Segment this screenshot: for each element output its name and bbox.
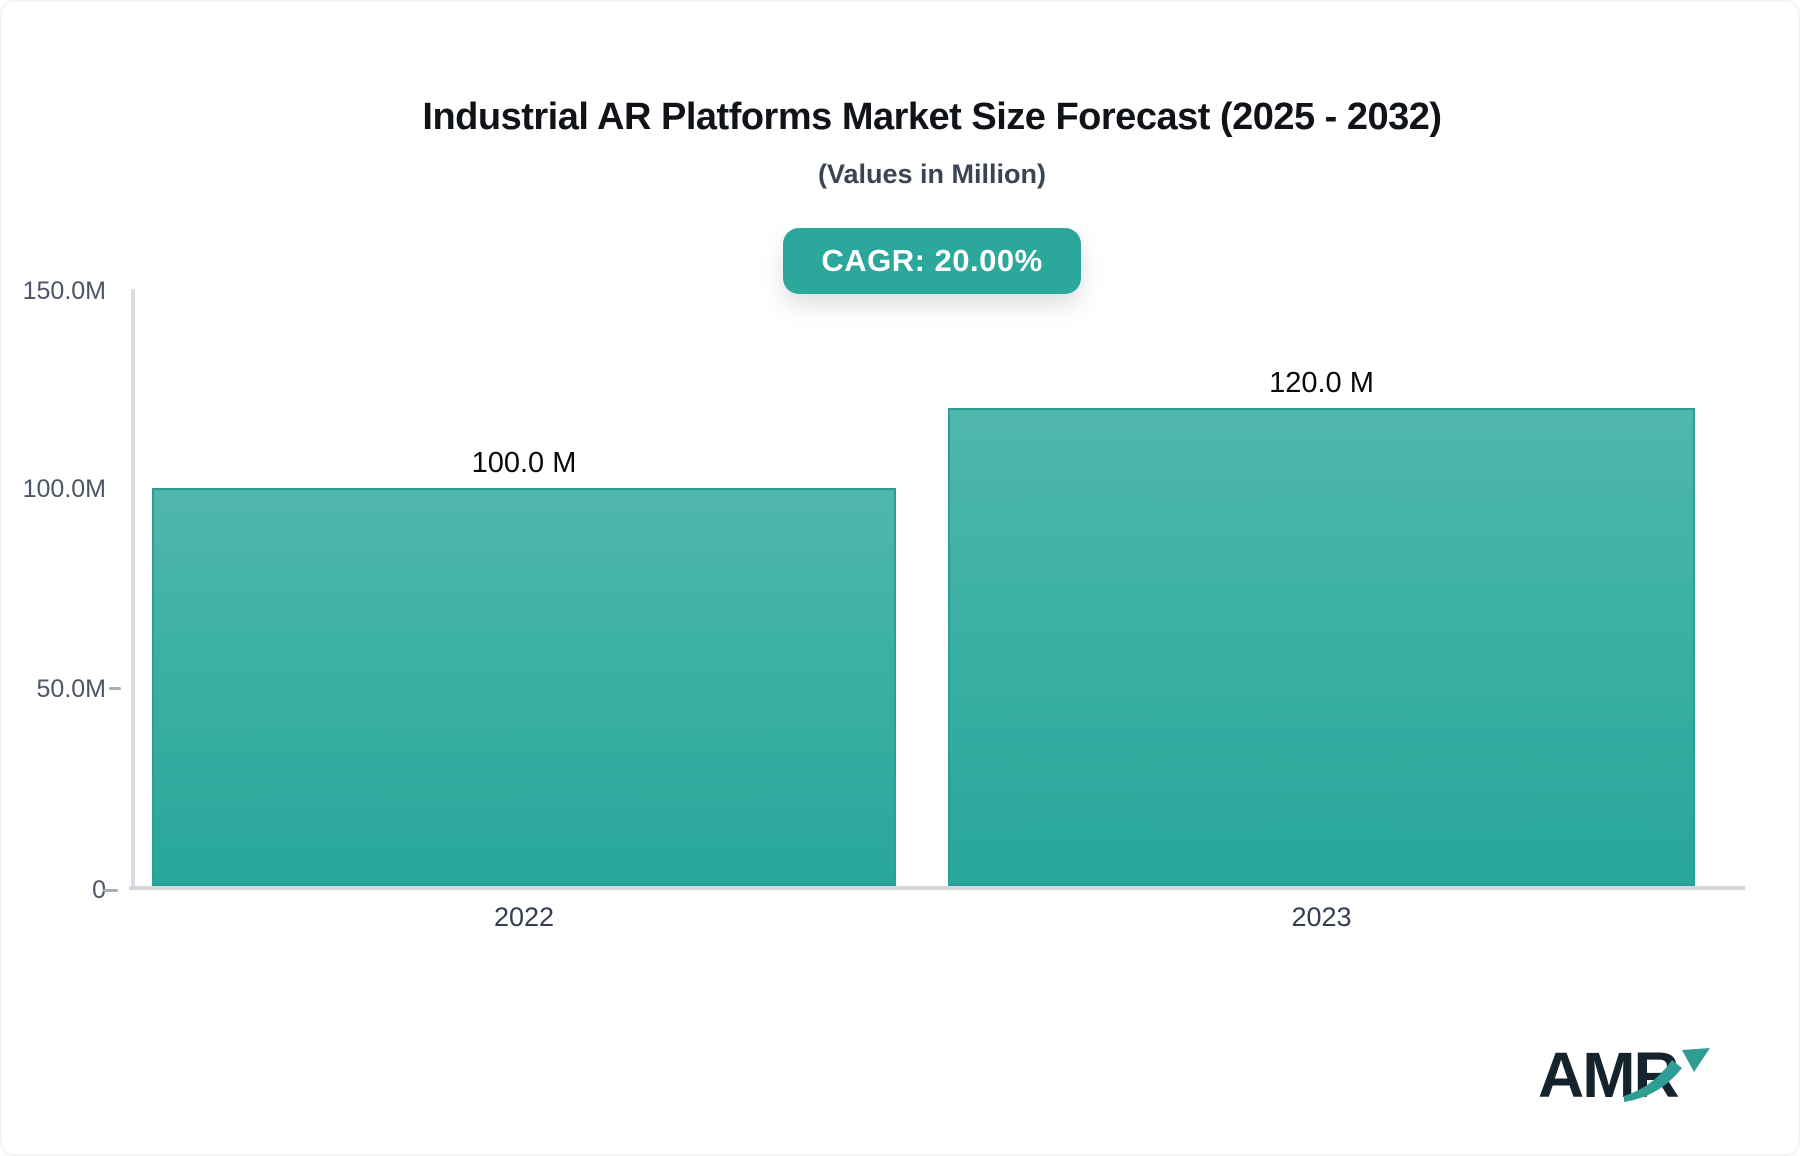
y-tick-150: 150.0M: [22, 277, 106, 305]
cagr-badge: CAGR: 20.00%: [783, 228, 1081, 294]
y-axis-line: [131, 289, 135, 890]
bar-column-2022: 100.0 M 2022: [152, 289, 896, 932]
chart-subtitle: (Values in Million): [817, 159, 1047, 189]
amr-logo: AMR: [1534, 1034, 1744, 1124]
bar-2022[interactable]: 100.0 M: [152, 447, 896, 886]
x-axis-baseline: [129, 886, 1745, 890]
x-axis-label-2022: 2022: [493, 902, 555, 932]
bar-column-2023: 120.0 M 2023: [948, 289, 1695, 932]
bar-value-label-2022: 100.0 M: [471, 447, 577, 479]
y-tick-100: 100.0M: [22, 475, 106, 503]
chart-title: Industrial AR Platforms Market Size Fore…: [422, 96, 1442, 138]
y-tick-dash-0: [103, 889, 118, 892]
y-tick-50: 50.0M: [36, 675, 106, 703]
bar-2023[interactable]: 120.0 M: [948, 367, 1695, 886]
growth-arrow-icon: [1624, 1048, 1710, 1102]
bar-value-label-2023: 120.0 M: [1269, 367, 1374, 399]
x-axis-label-2023: 2023: [1291, 902, 1352, 932]
y-tick-dash-50: [109, 687, 121, 690]
chart-header: Industrial AR Platforms Market Size Fore…: [62, 2, 1798, 294]
y-tick-0: 0: [92, 876, 106, 904]
amr-logo-text: AMR: [1538, 1039, 1680, 1111]
